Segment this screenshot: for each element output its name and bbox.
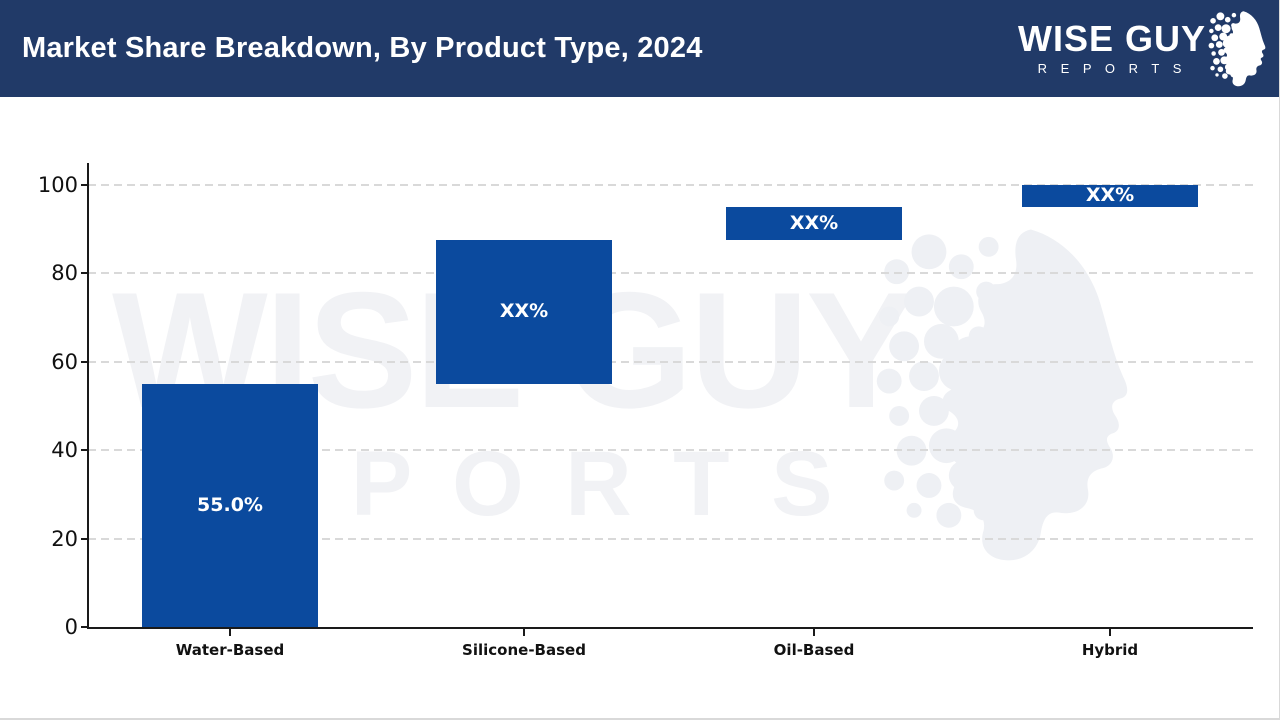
x-tick-mark: [229, 629, 231, 636]
x-axis-label-water-based: Water-Based: [175, 641, 285, 659]
x-axis-line: [87, 627, 1253, 629]
y-tick-label: 60: [51, 349, 78, 374]
x-axis-label-hybrid: Hybrid: [1081, 641, 1139, 659]
logo-subtext: R E P O R T S: [1037, 61, 1187, 76]
y-tick-mark: [81, 360, 88, 363]
y-tick-label: 100: [37, 172, 78, 197]
logo-text: WISE GUY R E P O R T S: [1017, 18, 1206, 77]
watermark-dotted-head-profile-icon: [876, 229, 1128, 561]
y-tick-label: 40: [51, 438, 78, 462]
y-grid-line: [88, 537, 1253, 540]
y-grid-line: [88, 360, 1253, 363]
y-grid-line: [88, 183, 1253, 186]
bar-water-based: 55.0%: [142, 383, 318, 627]
x-tick-mark: [1109, 629, 1111, 636]
y-grid-line: [88, 272, 1253, 274]
y-tick-mark: [81, 183, 88, 186]
bar-value-label: 55.0%: [197, 493, 263, 516]
bar-hybrid: XX%: [1022, 184, 1198, 207]
wise-guy-logo: WISE GUY R E P O R T S: [1018, 9, 1270, 89]
bar-value-label: XX%: [789, 211, 839, 234]
bar-oil-based: XX%: [726, 206, 902, 240]
x-tick-mark: [813, 629, 815, 636]
y-tick-mark: [81, 537, 88, 540]
y-tick-mark: [81, 626, 88, 628]
bar-value-label: XX%: [1085, 184, 1135, 207]
bar-value-label: XX%: [499, 300, 549, 323]
logo-wordmark: WISE GUY: [1017, 18, 1206, 59]
y-tick-label: 0: [64, 615, 78, 639]
x-tick-mark: [523, 629, 525, 636]
header-band: Market Share Breakdown, By Product Type,…: [0, 0, 1279, 97]
y-tick-label: 20: [51, 526, 78, 551]
y-tick-mark: [81, 272, 88, 274]
bar-silicone-based: XX%: [436, 239, 612, 384]
page-title: Market Share Breakdown, By Product Type,…: [22, 32, 703, 64]
y-axis-line: [87, 163, 89, 629]
y-grid-line: [88, 449, 1253, 451]
x-axis-label-oil-based: Oil-Based: [773, 641, 855, 659]
y-tick-label: 80: [51, 261, 78, 285]
dotted-head-profile-icon: [1208, 10, 1266, 86]
y-tick-mark: [81, 449, 88, 451]
x-axis-label-silicone-based: Silicone-Based: [462, 641, 586, 659]
